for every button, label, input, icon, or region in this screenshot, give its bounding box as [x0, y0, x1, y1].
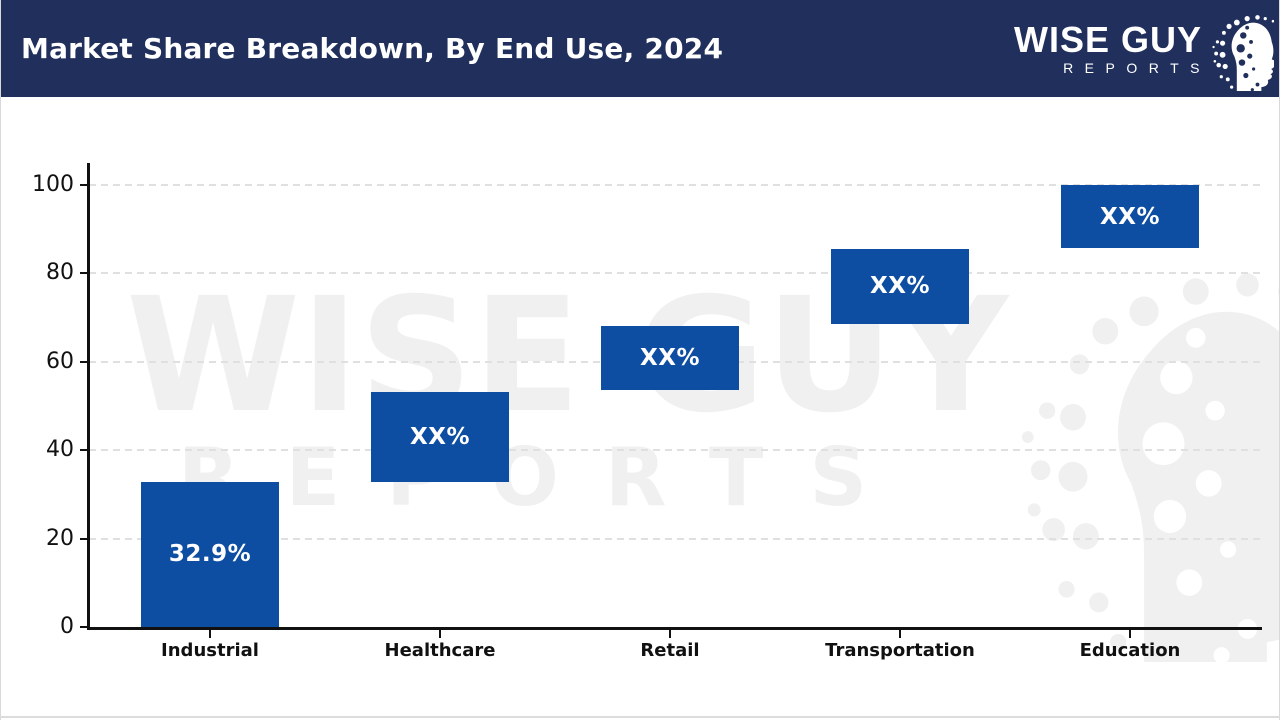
y-axis-tick-label: 100 [32, 172, 74, 197]
y-axis-tick [80, 537, 89, 540]
y-axis-tick [80, 184, 89, 186]
x-axis-tick [439, 630, 441, 638]
gridline [89, 184, 1262, 186]
header-bar: Market Share Breakdown, By End Use, 2024… [0, 0, 1280, 97]
gridline [89, 272, 1262, 275]
y-axis-tick-label: 80 [46, 260, 74, 286]
bar-value-label: XX% [1099, 203, 1160, 230]
y-axis-tick-label: 40 [46, 437, 74, 463]
bar-healthcare: XX% [371, 392, 509, 482]
bar-retail: XX% [601, 325, 739, 391]
dotted-head-icon [1188, 7, 1274, 91]
chart-title: Market Share Breakdown, By End Use, 2024 [21, 32, 724, 65]
x-axis-tick [1129, 630, 1131, 638]
logo-text-reports: REPORTS [1063, 60, 1211, 76]
x-axis-tick [669, 630, 671, 638]
logo-text-wiseguy: WISE GUY [1013, 19, 1202, 60]
bar-value-label: XX% [409, 423, 470, 450]
bar-transportation: XX% [831, 248, 969, 325]
wise-guy-logo: WISE GUY REPORTS [1014, 0, 1274, 97]
y-axis-tick [80, 360, 89, 363]
y-axis-tick [80, 272, 89, 275]
bar-value-label: XX% [869, 273, 930, 300]
x-axis-category-label: Transportation [825, 640, 975, 661]
x-axis-category-label: Industrial [161, 640, 259, 661]
gridline [89, 449, 1262, 452]
x-axis-category-label: Retail [640, 640, 700, 661]
x-axis-category-label: Healthcare [384, 640, 496, 661]
bar-value-label: 32.9% [168, 541, 252, 568]
y-axis-tick [80, 449, 89, 452]
x-axis-tick [209, 630, 211, 638]
bar-industrial: 32.9% [141, 481, 279, 627]
gridline [89, 537, 1262, 540]
x-axis-line [87, 627, 1262, 630]
bottom-divider [0, 716, 1280, 718]
y-axis-tick [80, 626, 89, 628]
y-axis-tick-label: 20 [46, 525, 74, 551]
x-axis-tick [899, 630, 901, 638]
bar-value-label: XX% [639, 344, 700, 371]
logo-wordmark: WISE GUY REPORTS [1013, 19, 1202, 76]
bar-education: XX% [1061, 185, 1199, 249]
y-axis-tick-label: 60 [46, 348, 74, 374]
y-axis-line [87, 163, 90, 629]
y-axis-tick-label: 0 [60, 614, 74, 639]
x-axis-category-label: Education [1079, 640, 1181, 661]
